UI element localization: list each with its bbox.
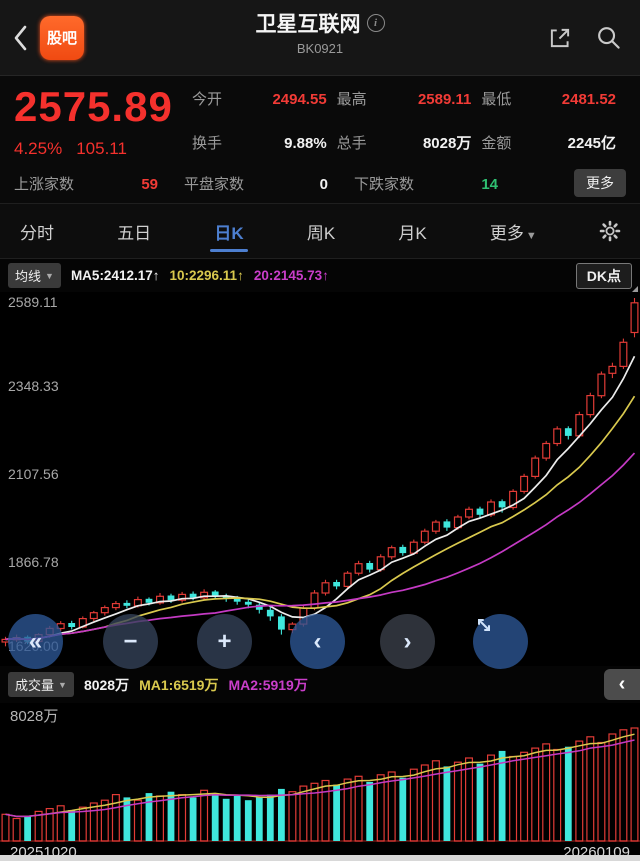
candlestick-svg [1,298,639,647]
collapse-panel-handle[interactable]: ‹ [604,669,640,700]
volume-selector-chip[interactable]: 成交量 ▼ [8,672,74,697]
expand-icon [478,619,490,631]
stat-label: 总手 [336,135,367,152]
decliners-count: 14 [481,175,498,193]
volume-selector-label: 成交量 [15,678,55,693]
change-amount: 105.11 [76,139,127,158]
search-icon[interactable] [595,24,622,51]
chart-controls: « − + ‹ › [0,614,640,670]
caret-down-icon: ▼ [525,229,537,242]
quote-stats: 今开 2494.55 最高 2589.11 最低 2481.52 换手 9.88% 总手… [186,84,626,159]
caret-down-icon: ▼ [45,270,54,281]
stat-label: 今开 [192,91,223,108]
app-header: 股吧 卫星互联网 i BK0921 [0,0,640,76]
volume-svg [0,727,640,842]
bottom-divider [0,855,640,861]
y-axis-label: 2589.11 [8,294,58,310]
y-axis-label: 1866.78 [8,554,59,570]
tab-more-label: 更多 [489,223,524,243]
title-block: 卫星互联网 i BK0921 [0,8,640,56]
breadth-label: 上涨家数 [14,175,75,193]
change-percent: 4.25% [14,139,63,158]
tab-five-day[interactable]: 五日 [117,223,152,243]
quote-panel: 2575.89 4.25% 105.11 今开 2494.55 最高 2589.11… [0,76,640,203]
candlestick-chart[interactable]: 2589.11 2348.33 2107.56 1866.78 1626.00 … [0,292,640,669]
fullscreen-button[interactable] [473,614,528,669]
stat-amount: 2245亿 [567,135,617,152]
stat-label: 换手 [192,135,223,152]
breadth-label: 平盘家数 [184,175,245,193]
volume-chart[interactable]: 8028万 [0,703,640,843]
volume-ma2-value: MA2:5919万 [228,676,308,693]
breadth-label: 下跌家数 [354,175,415,193]
pan-left-button[interactable]: ‹ [290,614,345,669]
tab-monthly-k[interactable]: 月K [398,223,427,243]
price-block: 2575.89 4.25% 105.11 [14,84,186,159]
ma20-value: 20:2145.73↑ [253,268,329,283]
last-price: 2575.89 [14,83,173,130]
y-axis-label: 2107.56 [8,466,59,482]
pan-right-button[interactable]: › [380,614,435,669]
stat-label: 金额 [481,135,512,152]
info-icon[interactable]: i [366,14,385,32]
stat-low: 2481.52 [561,91,617,108]
stat-high: 2589.11 [417,91,472,108]
market-breadth-row: 上涨家数 59 平盘家数 0 下跌家数 14 更多 [14,169,626,197]
tab-daily-k[interactable]: 日K [212,205,245,258]
period-tabs: 分时 五日 日K 周K 月K 更多 ▼ [0,203,640,259]
tab-more[interactable]: 更多 ▼ [488,205,539,258]
advancers-count: 59 [141,175,158,193]
caret-down-icon: ▼ [58,679,67,690]
guba-app-icon[interactable]: 股吧 [40,15,84,60]
zoom-out-button[interactable]: − [103,614,158,669]
stock-code: BK0921 [296,41,344,56]
stat-label: 最低 [481,91,512,108]
ma10-value: 10:2296.11↑ [169,268,244,283]
share-icon[interactable] [547,25,573,51]
ma-selector-label: 均线 [15,269,42,284]
ma-legend-bar: 均线 ▼ MA5:2412.17↑ 10:2296.11↑ 20:2145.73↑… [0,259,640,293]
pan-fast-left-button[interactable]: « [8,614,63,669]
app-badge-label: 股吧 [46,30,77,47]
zoom-in-button[interactable]: + [197,614,252,669]
stat-open: 2494.55 [272,91,327,108]
volume-max-label: 8028万 [10,708,59,725]
stat-turnover: 9.88% [284,135,327,152]
more-button[interactable]: 更多 [574,169,626,197]
volume-ma1-value: MA1:6519万 [139,676,219,693]
tab-weekly-k[interactable]: 周K [306,223,336,243]
ma-selector-chip[interactable]: 均线 ▼ [8,263,61,288]
back-chevron-icon [14,25,27,50]
ma5-value: MA5:2412.17↑ [70,268,160,283]
volume-value: 8028万 [83,676,130,693]
page-title: 卫星互联网 [255,13,361,36]
volume-legend-bar: 成交量 ▼ 8028万 MA1:6519万 MA2:5919万 ‹ [0,666,640,703]
dk-point-button[interactable]: DK点 [575,262,639,293]
tab-minute[interactable]: 分时 [20,223,54,243]
unchanged-count: 0 [319,175,328,193]
back-button[interactable] [0,8,40,68]
stat-label: 最高 [336,91,367,108]
stat-volume: 8028万 [422,135,472,152]
y-axis-label: 2348.33 [8,378,59,394]
settings-gear-icon[interactable] [598,219,622,243]
